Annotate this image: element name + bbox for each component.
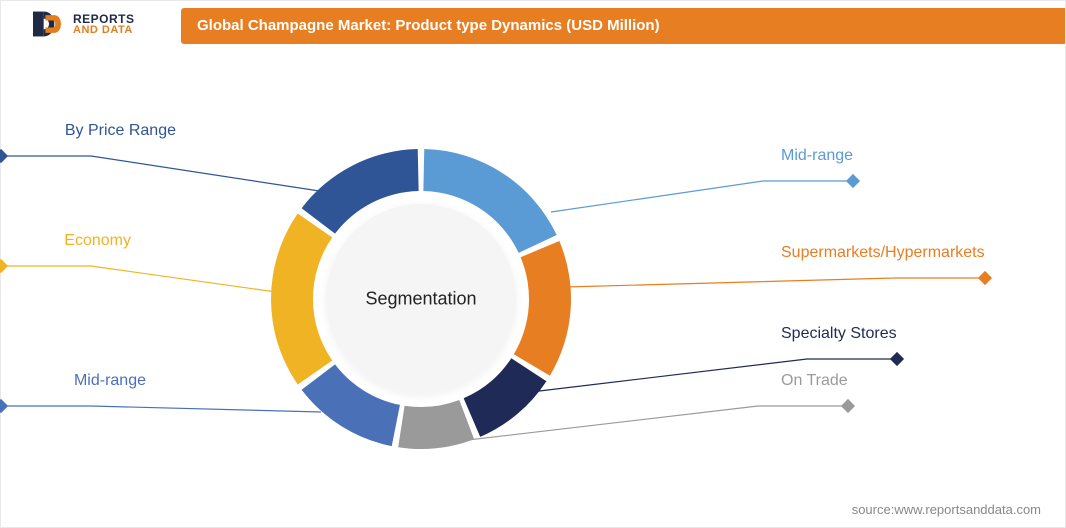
segment-marker-icon bbox=[841, 399, 855, 413]
segment-marker-icon bbox=[0, 149, 8, 163]
logo-text: REPORTS AND DATA bbox=[73, 13, 135, 36]
segment-marker-icon bbox=[978, 271, 992, 285]
chart-center-label: Segmentation bbox=[365, 289, 476, 310]
title-bar: Global Champagne Market: Product type Dy… bbox=[181, 8, 1065, 44]
segment-label: By Price Range bbox=[1, 122, 176, 140]
segment-label: Economy bbox=[1, 232, 131, 250]
segment-marker-icon bbox=[846, 174, 860, 188]
segment-marker-icon bbox=[0, 259, 8, 273]
segment-label: Specialty Stores bbox=[781, 325, 897, 343]
segment-label: Mid-range bbox=[1, 372, 146, 390]
brand-logo: REPORTS AND DATA bbox=[31, 8, 181, 40]
logo-icon bbox=[31, 8, 67, 40]
segment-marker-icon bbox=[890, 352, 904, 366]
donut-segment bbox=[514, 241, 571, 376]
donut-segment bbox=[398, 400, 474, 449]
logo-anddata-label: AND DATA bbox=[73, 25, 135, 36]
chart-area: Segmentation Mid-range Supermarkets/Hyper… bbox=[1, 47, 1065, 527]
segment-label: On Trade bbox=[781, 372, 848, 390]
segment-marker-icon bbox=[0, 399, 8, 413]
logo-reports-label: REPORTS bbox=[73, 13, 135, 25]
infographic-container: REPORTS AND DATA Global Champagne Market… bbox=[0, 0, 1066, 528]
header-row: REPORTS AND DATA Global Champagne Market… bbox=[1, 1, 1065, 47]
donut-segment bbox=[271, 214, 332, 385]
segment-label: Mid-range bbox=[781, 147, 853, 165]
source-citation: source:www.reportsanddata.com bbox=[852, 502, 1041, 517]
segment-label: Supermarkets/Hypermarkets bbox=[781, 244, 985, 262]
